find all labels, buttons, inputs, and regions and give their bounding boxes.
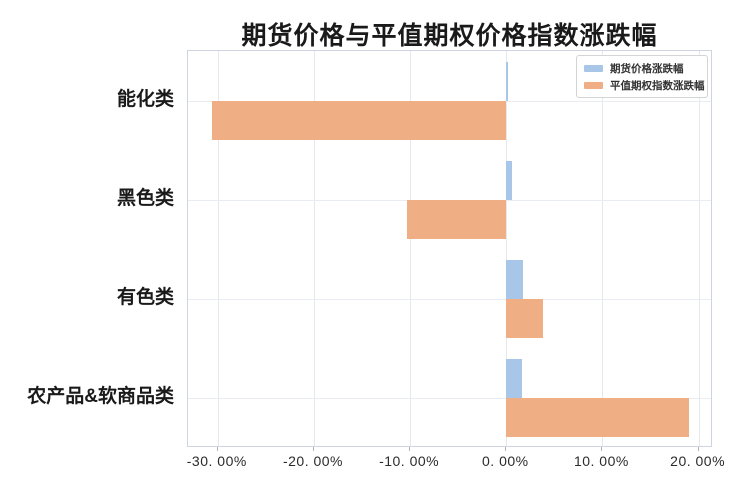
- x-tick-mark: [697, 447, 699, 451]
- legend-item-option-index: 平值期权指数涨跌幅: [584, 78, 705, 92]
- x-tick-label: -10. 00%: [379, 453, 440, 469]
- x-tick-mark: [313, 447, 314, 451]
- y-tick-label: 黑色类: [116, 187, 174, 209]
- bar-平值期权指数涨跌幅-黑色类: [407, 199, 507, 239]
- x-gridline: [602, 51, 604, 446]
- x-gridline: [698, 51, 700, 446]
- chart-title: 期货价格与平值期权价格指数涨跌幅: [241, 22, 658, 50]
- bar-期货价格涨跌幅-有色类: [506, 260, 523, 300]
- x-gridline: [314, 51, 315, 446]
- bar-平值期权指数涨跌幅-农产品&软商品类: [506, 398, 689, 438]
- bar-期货价格涨跌幅-农产品&软商品类: [506, 359, 522, 399]
- x-tick-label: 20. 00%: [670, 453, 726, 469]
- y-tick-label: 有色类: [116, 287, 174, 309]
- x-tick-mark: [216, 447, 218, 451]
- x-tick-label: 10. 00%: [573, 453, 629, 469]
- x-tick-mark: [505, 447, 507, 451]
- bar-平值期权指数涨跌幅-有色类: [506, 299, 543, 339]
- x-gridline: [217, 51, 219, 446]
- y-gridline: [188, 398, 711, 400]
- y-gridline: [188, 299, 711, 301]
- x-gridline: [410, 51, 412, 446]
- legend-swatch-futures-icon: [584, 64, 603, 72]
- bar-平值期权指数涨跌幅-能化类: [212, 100, 507, 140]
- legend-swatch-option-index-icon: [584, 81, 603, 89]
- x-gridline: [506, 51, 508, 446]
- x-tick-mark: [409, 447, 411, 451]
- legend-label-futures: 期货价格涨跌幅: [610, 62, 684, 75]
- x-tick-label: -20. 00%: [282, 453, 344, 469]
- y-tick-label: 能化类: [116, 88, 174, 110]
- legend-item-futures: 期货价格涨跌幅: [584, 61, 700, 75]
- x-tick-label: -30. 00%: [186, 453, 247, 469]
- legend: 期货价格涨跌幅 平值期权指数涨跌幅: [576, 55, 708, 98]
- legend-label-option-index: 平值期权指数涨跌幅: [610, 79, 705, 92]
- y-tick-label: 农产品&软商品类: [27, 386, 174, 408]
- bar-期货价格涨跌幅-黑色类: [506, 160, 513, 200]
- plot-area: [187, 50, 712, 447]
- bar-期货价格涨跌幅-能化类: [506, 61, 508, 101]
- x-tick-mark: [601, 447, 603, 451]
- x-tick-label: 0. 00%: [482, 453, 529, 469]
